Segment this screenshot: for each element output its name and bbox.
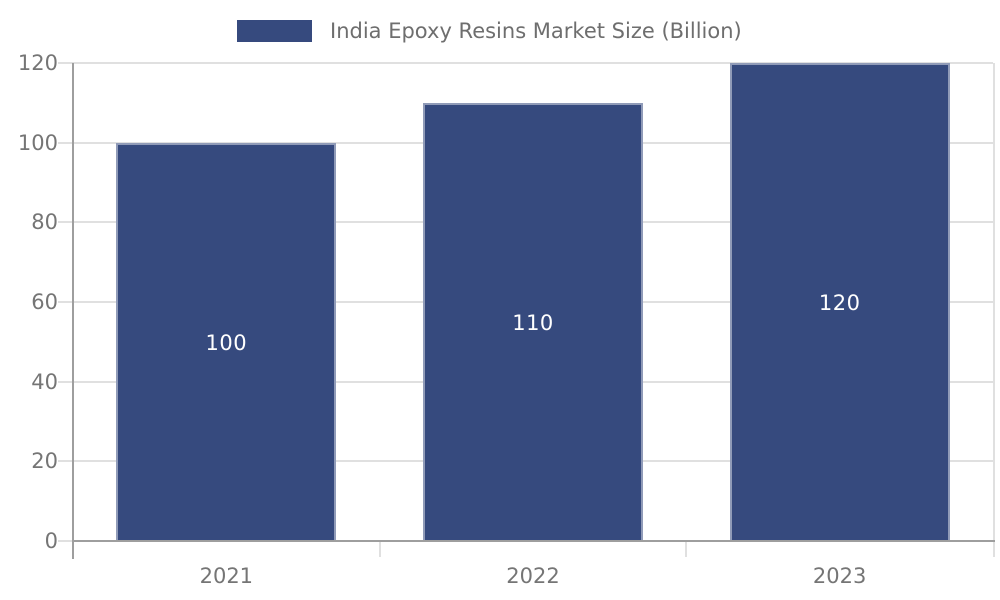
y-tick-label: 100: [17, 130, 58, 155]
x-tick-label: 2023: [812, 564, 867, 588]
y-gridline: [58, 62, 993, 64]
bar: 120: [729, 63, 950, 541]
bar: 110: [423, 102, 643, 541]
y-tick-label: 80: [31, 210, 58, 235]
legend-label: India Epoxy Resins Market Size (Billion): [330, 19, 742, 43]
y-axis-line: [72, 63, 74, 559]
x-tick-label: 2021: [199, 564, 254, 588]
bar: 100: [116, 142, 337, 541]
y-tick: [58, 540, 73, 542]
x-tick: [378, 541, 381, 557]
legend: India Epoxy Resins Market Size (Billion): [237, 19, 742, 43]
y-tick-label: 40: [31, 369, 58, 394]
bar-value-label: 110: [512, 310, 554, 335]
x-tick: [685, 541, 688, 557]
x-tick-label: 2022: [506, 564, 560, 588]
y-tick-label: 0: [44, 529, 58, 553]
x-axis-line: [72, 540, 995, 542]
y-tick-label: 20: [31, 449, 58, 474]
y-tick-label: 60: [31, 290, 58, 314]
bar-value-label: 120: [818, 291, 861, 315]
y-tick-label: 120: [17, 51, 58, 75]
plot-right-border: [993, 63, 995, 557]
legend-swatch: [237, 20, 312, 42]
bar-value-label: 100: [205, 330, 248, 355]
